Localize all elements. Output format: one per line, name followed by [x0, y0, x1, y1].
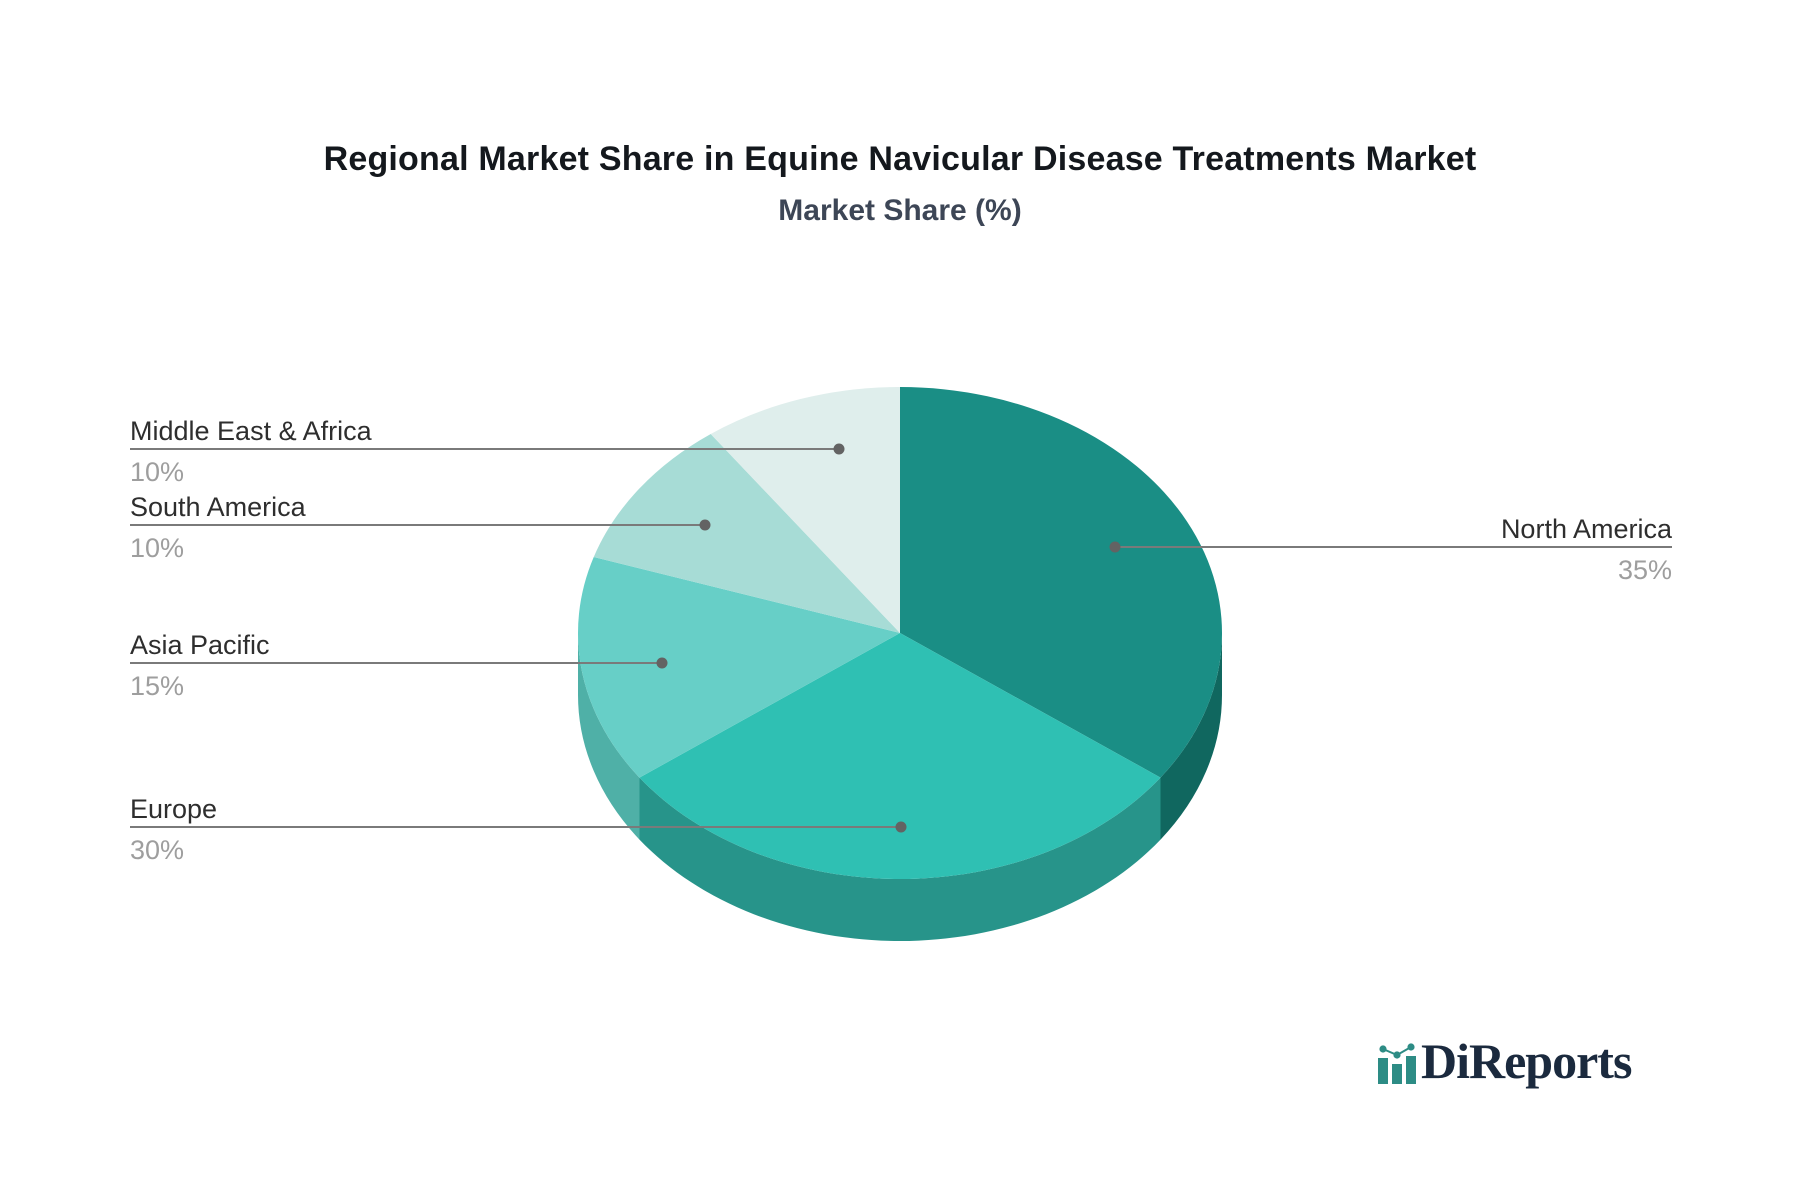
pie-slice-asia-pacific[interactable]: [578, 556, 900, 778]
pie-slice-side-north-america: [1160, 633, 1222, 840]
logo-bar-2: [1392, 1064, 1402, 1084]
pie-slice-north-america[interactable]: [900, 387, 1222, 778]
chart-title: Regional Market Share in Equine Navicula…: [323, 140, 1477, 178]
slice-pct-north-america: 35%: [1617, 555, 1672, 585]
slice-pct-asia-pacific: 15%: [130, 671, 185, 701]
slice-pct-south-america: 10%: [130, 533, 185, 563]
leader-dot-south-america: [699, 519, 711, 531]
logo-bar-3: [1406, 1056, 1416, 1084]
leader-dot-asia-pacific: [656, 657, 668, 669]
pie-slice-south-america[interactable]: [593, 433, 900, 633]
pie-slice-europe[interactable]: [639, 633, 1161, 879]
slice-pct-europe: 30%: [130, 835, 185, 865]
logo-text: DiReports: [1421, 1033, 1632, 1089]
slice-label-north-america: North America: [1500, 514, 1672, 544]
slice-label-south-america: South America: [130, 492, 306, 522]
leader-dot-north-america: [1109, 541, 1121, 553]
logo-dot-1: [1379, 1045, 1387, 1053]
bar-chart-logo-icon: [1378, 1043, 1416, 1084]
pie-slice-side-asia-pacific: [578, 633, 640, 840]
leader-dot-middle-east-africa: [833, 443, 845, 455]
slice-label-europe: Europe: [130, 794, 218, 824]
slice-pct-middle-east-africa: 10%: [130, 457, 185, 487]
slice-label-middle-east-africa: Middle East & Africa: [130, 416, 372, 446]
logo-bar-1: [1378, 1058, 1388, 1084]
logo-dot-2: [1393, 1051, 1401, 1059]
leader-dot-europe: [895, 821, 907, 833]
chart-subtitle: Market Share (%): [778, 194, 1022, 227]
logo-dot-3: [1407, 1043, 1415, 1051]
slice-label-asia-pacific: Asia Pacific: [130, 630, 270, 660]
pie-slice-side-europe: [639, 777, 1161, 941]
